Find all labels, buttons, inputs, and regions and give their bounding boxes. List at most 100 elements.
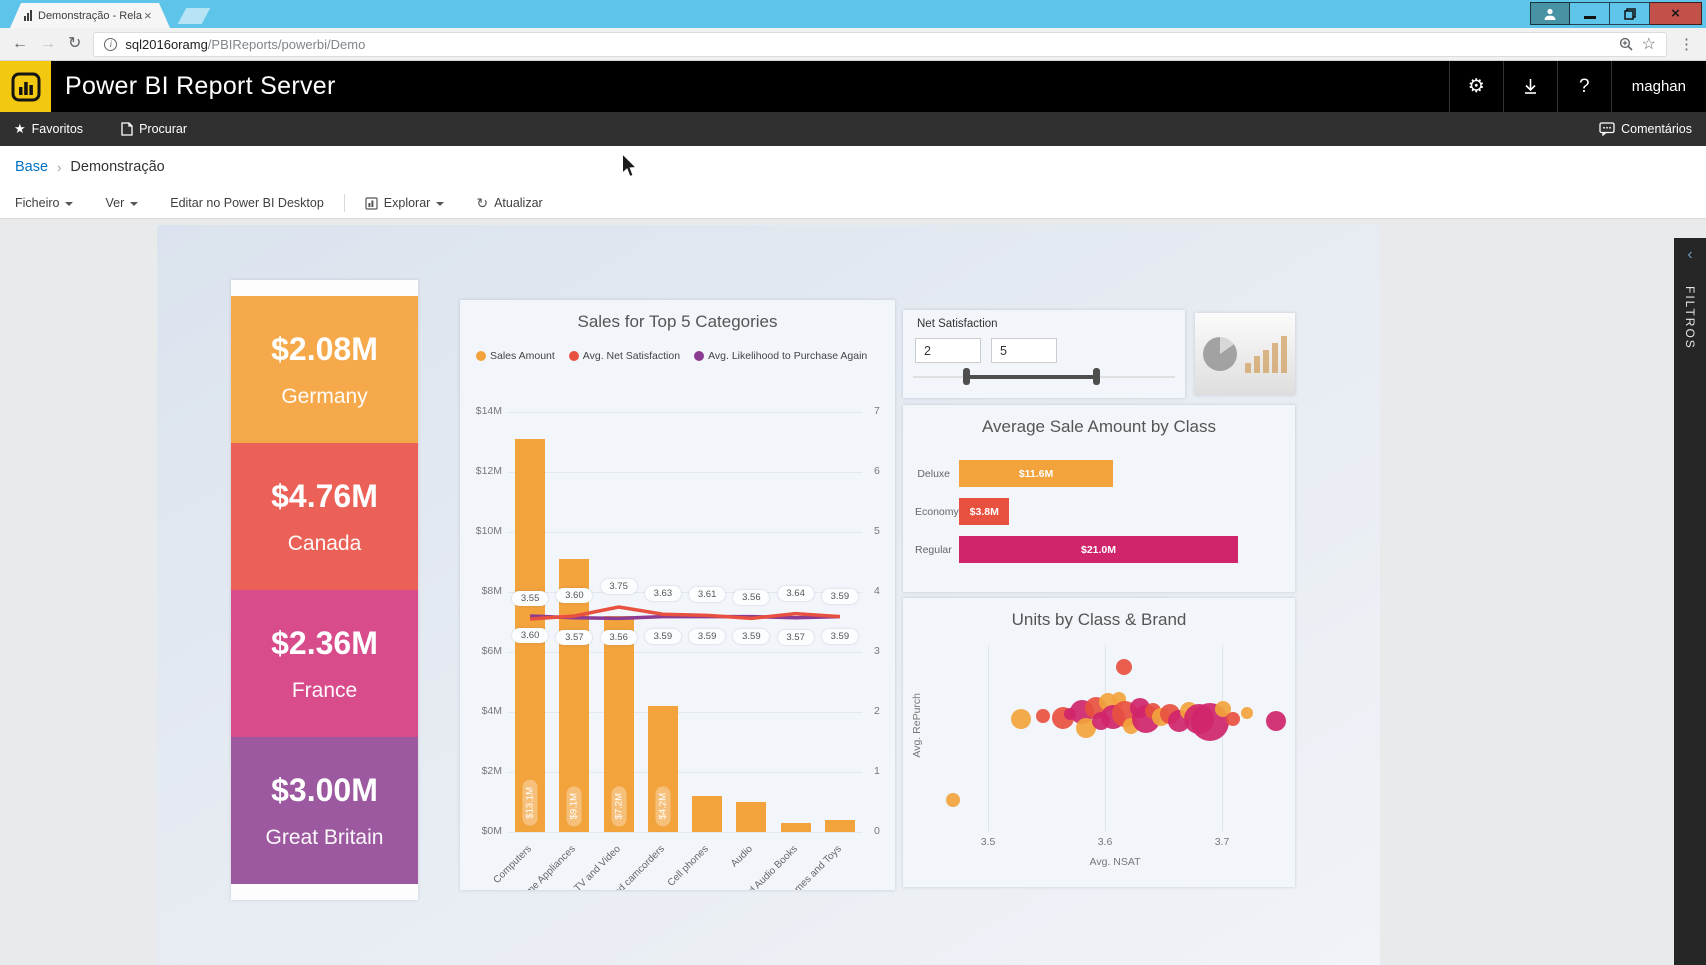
kpi-card-france[interactable]: $2.36M France [231, 590, 418, 737]
scatter-bubble[interactable] [1226, 712, 1240, 726]
bookmark-star-icon[interactable]: ☆ [1641, 36, 1656, 53]
menu-view[interactable]: Ver [105, 196, 139, 210]
filters-panel-collapsed[interactable]: ‹ FILTROS [1674, 238, 1706, 965]
slicer-handle-min[interactable] [963, 368, 970, 385]
slicer-min-input[interactable] [915, 338, 981, 363]
scatter-bubble[interactable] [1215, 701, 1231, 717]
classbar-row: Economy $3.8M [915, 498, 1283, 525]
kpi-card-great-britain[interactable]: $3.00M Great Britain [231, 737, 418, 884]
reload-icon[interactable]: ↻ [68, 35, 82, 52]
url-path: /PBIReports/powerbi/Demo [207, 36, 366, 52]
powerbi-logo-icon[interactable] [0, 61, 51, 112]
avg-sale-by-class-chart: Average Sale Amount by Class Deluxe $11.6… [903, 405, 1295, 592]
chevron-down-icon [130, 202, 139, 206]
axis-tick-label: 0 [874, 825, 880, 837]
menu-divider [343, 194, 345, 212]
kpi-label: Canada [287, 531, 362, 555]
scatter-bubble[interactable] [1241, 707, 1253, 719]
axis-tick-label: 3.6 [1097, 836, 1113, 848]
back-icon[interactable]: ← [12, 35, 28, 52]
breadcrumb-separator-icon: › [57, 159, 62, 175]
legend-item[interactable]: Avg. Likelihood to Purchase Again [694, 350, 867, 362]
breadcrumb-current: Demonstração [70, 159, 165, 175]
line-value-label: 3.56 [733, 590, 770, 606]
legend-item[interactable]: Avg. Net Satisfaction [568, 350, 680, 362]
menu-refresh[interactable]: ↻ Atualizar [476, 195, 542, 212]
line-value-label: 3.56 [600, 630, 637, 646]
bar-sales-amount[interactable]: $9.1M [559, 559, 590, 832]
settings-button[interactable]: ⚙ [1448, 61, 1503, 112]
scatter-bubble[interactable] [1036, 709, 1050, 723]
scatter-bubble[interactable] [1076, 718, 1096, 738]
new-tab-button[interactable] [177, 8, 211, 24]
class-bar-deluxe[interactable]: $11.6M [959, 460, 1114, 487]
classbar-row: Regular $21.0M [915, 536, 1283, 563]
bar-sales-amount[interactable]: $4.2M [647, 706, 678, 832]
legend-label: Avg. Likelihood to Purchase Again [708, 350, 868, 362]
star-icon: ★ [14, 121, 26, 136]
minimize-button[interactable] [1570, 2, 1610, 25]
chevron-down-icon [436, 202, 445, 206]
legend-item[interactable]: Sales Amount [476, 350, 555, 362]
class-label: Deluxe [917, 467, 950, 480]
chevron-down-icon [65, 202, 74, 206]
axis-tick-label: 4 [874, 585, 880, 597]
menu-edit-desktop[interactable]: Editar no Power BI Desktop [170, 196, 324, 210]
scatter-bubble[interactable] [1011, 709, 1031, 729]
browser-tab[interactable]: Demonstração - Relatór × [10, 3, 170, 28]
classbar-rows: Deluxe $11.6M Economy $3.8M Regular $21.0M [915, 460, 1283, 574]
line-value-label: 3.75 [600, 579, 637, 594]
menu-explore[interactable]: Explorar [365, 196, 445, 210]
slicer-handle-max[interactable] [1093, 368, 1100, 385]
scatter-bubble[interactable] [946, 793, 960, 807]
menu-file[interactable]: Ficheiro [15, 196, 74, 210]
slicer-max-input[interactable] [991, 338, 1057, 363]
scatter-bubble[interactable] [1266, 711, 1286, 731]
profile-button[interactable] [1530, 2, 1570, 25]
help-button[interactable]: ? [1556, 61, 1611, 112]
gear-icon: ⚙ [1467, 76, 1485, 97]
close-window-button[interactable]: × [1650, 2, 1702, 25]
download-icon [1524, 79, 1536, 94]
scatter-bubble[interactable] [1116, 659, 1132, 675]
expand-filters-chevron-icon[interactable]: ‹ [1687, 246, 1693, 263]
menu-edit-label: Editar no Power BI Desktop [170, 196, 324, 210]
kpi-card-canada[interactable]: $4.76M Canada [231, 443, 418, 590]
bar-sales-amount[interactable] [824, 820, 855, 832]
forward-icon[interactable]: → [40, 35, 56, 52]
bar-sales-amount[interactable] [780, 823, 811, 832]
favorites-button[interactable]: ★ Favoritos [14, 121, 83, 137]
menu-file-label: Ficheiro [15, 196, 60, 210]
gridline [1222, 645, 1223, 831]
restore-button[interactable] [1610, 2, 1650, 25]
kpi-label: Great Britain [265, 825, 384, 849]
breadcrumb-root-link[interactable]: Base [15, 159, 49, 175]
line-value-label: 3.57 [777, 629, 814, 645]
person-icon [1544, 8, 1556, 20]
bar-sales-amount[interactable]: $7.2M [603, 616, 634, 832]
units-by-class-brand-chart: Units by Class & Brand Avg. RePurch 3.5 3… [903, 598, 1295, 887]
refresh-icon: ↻ [476, 194, 489, 211]
page-info-icon[interactable]: i [104, 37, 118, 51]
gridline [508, 832, 862, 833]
comments-button[interactable]: Comentários [1599, 122, 1692, 136]
user-menu[interactable]: maghan [1610, 61, 1706, 112]
slicer-slider-track[interactable] [913, 368, 1175, 385]
line-purple [530, 614, 840, 621]
browser-menu-icon[interactable]: ⋮ [1679, 36, 1694, 53]
zoom-icon[interactable] [1619, 37, 1634, 52]
legend-label: Sales Amount [490, 350, 555, 362]
category-label: Computers [491, 843, 535, 886]
bar-sales-amount[interactable] [736, 802, 767, 832]
bar-sales-amount[interactable] [692, 796, 723, 832]
class-bar-economy[interactable]: $3.8M [959, 498, 1010, 525]
tab-close-icon[interactable]: × [144, 8, 152, 23]
legend-dot-icon [568, 351, 579, 361]
download-button[interactable] [1502, 61, 1557, 112]
powerbi-favicon-icon [24, 10, 32, 21]
url-input[interactable]: i sql2016oramg/PBIReports/powerbi/Demo ☆ [93, 31, 1667, 57]
axis-tick-label: 3 [874, 645, 880, 657]
browse-button[interactable]: Procurar [121, 122, 187, 136]
class-bar-regular[interactable]: $21.0M [959, 536, 1238, 563]
kpi-card-germany[interactable]: $2.08M Germany [231, 296, 418, 443]
